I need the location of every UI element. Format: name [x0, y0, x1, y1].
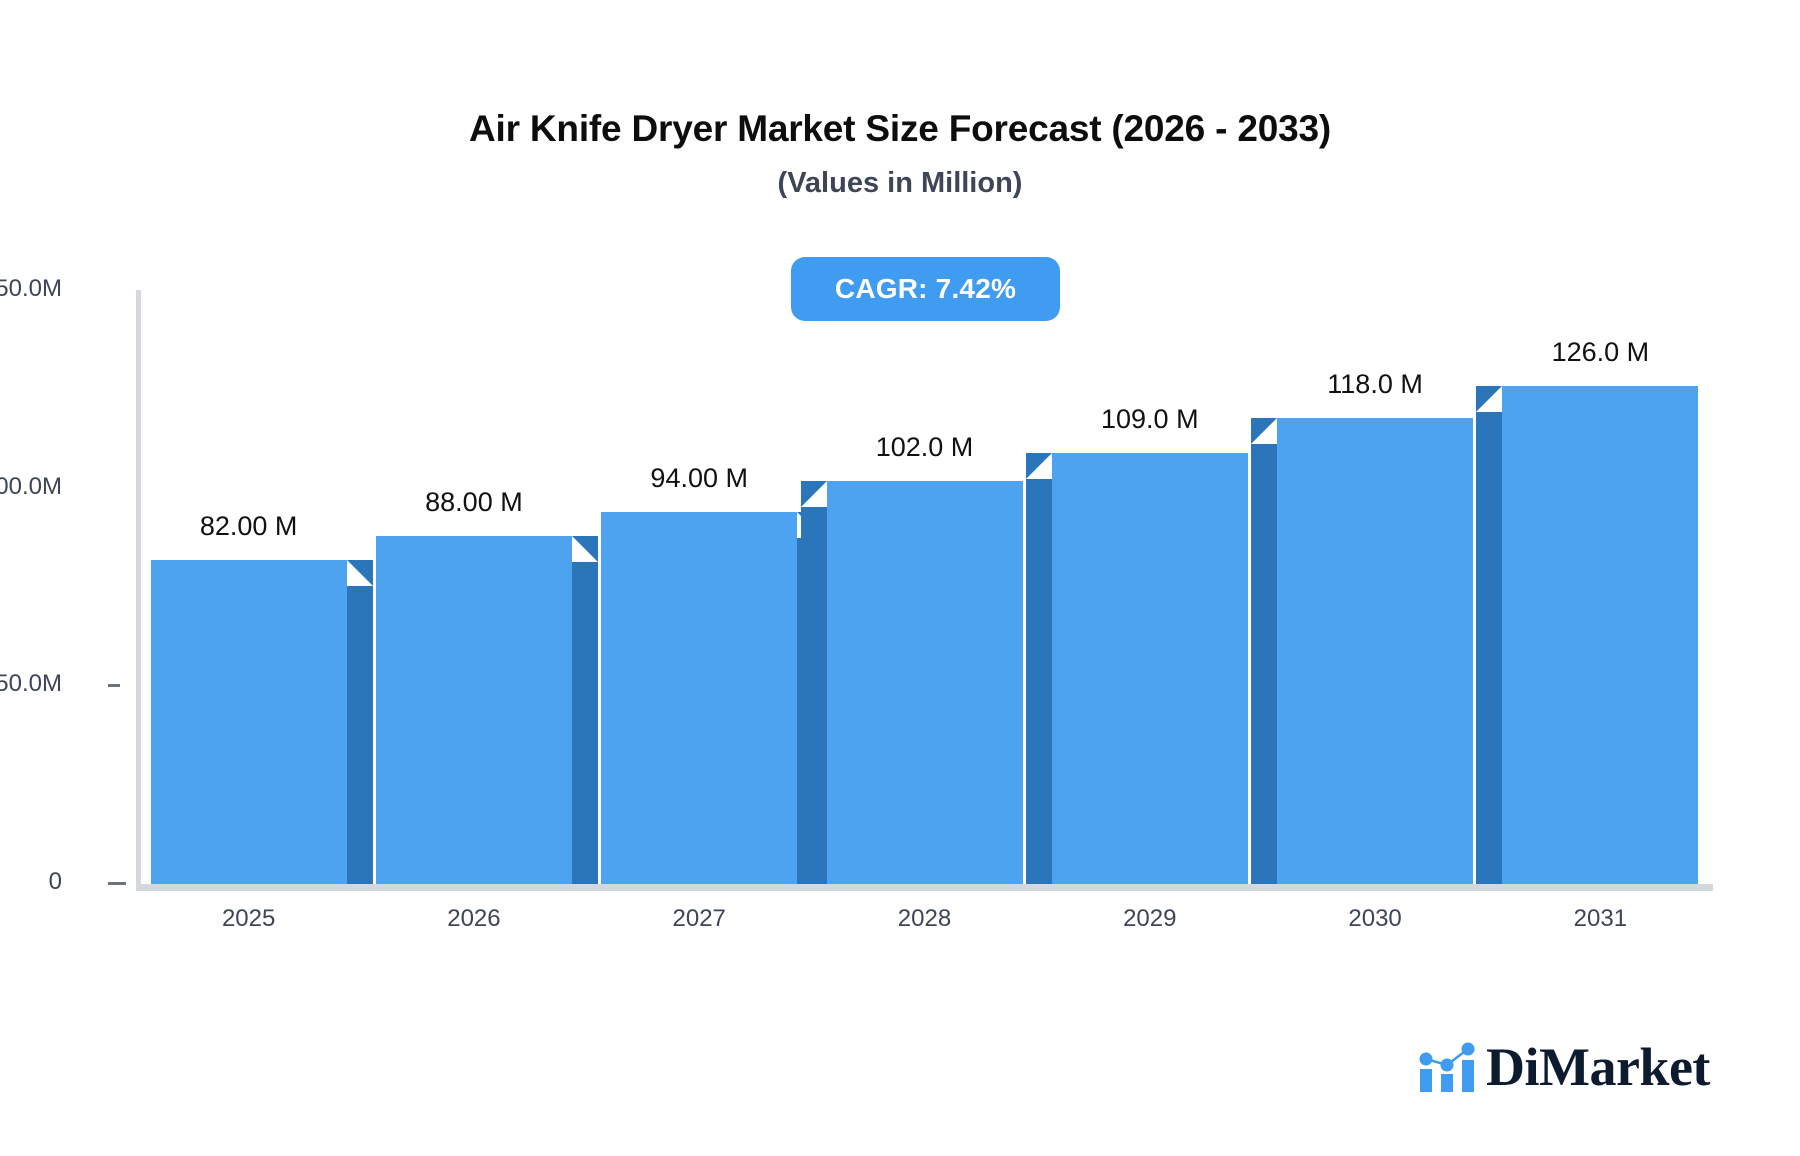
bar-side-face — [346, 585, 373, 884]
y-axis-tick-label: 0 — [48, 868, 62, 895]
bar-value-label: 118.0 M — [1327, 368, 1423, 399]
bar-column[interactable]: 102.0 M — [800, 432, 1023, 884]
y-axis-tick-label: 100.0M — [0, 472, 62, 500]
y-axis-tick-label: 50.0M — [0, 670, 62, 698]
bar-top-cap — [1476, 385, 1503, 412]
x-axis-tick-label: 2027 — [672, 905, 726, 932]
bar-top-cap — [1025, 453, 1052, 480]
x-axis-tick-label: 2025 — [221, 905, 276, 932]
x-axis-line — [136, 884, 1713, 891]
bar-value-label: 88.00 M — [425, 487, 523, 518]
logo-text: DiMarket — [1486, 1037, 1710, 1097]
bar-front-face — [826, 480, 1023, 884]
bar-front-face — [1502, 385, 1699, 884]
bar-front-face — [1277, 417, 1474, 884]
bar-column[interactable]: 82.00 M — [150, 511, 373, 884]
bar-column[interactable]: 94.00 M — [601, 463, 824, 884]
bar-top-cap — [346, 559, 373, 586]
x-axis-tick-label: 2026 — [447, 905, 501, 932]
bar-side-face — [1476, 411, 1503, 884]
chart-subtitle: (Values in Million) — [777, 167, 1023, 199]
bar-front-face — [601, 512, 798, 884]
bar-front-face — [1051, 453, 1248, 884]
bar-value-label: 82.00 M — [199, 510, 298, 541]
x-axis-tick-label: 2030 — [1348, 905, 1402, 932]
cagr-badge: CAGR: 7.42% — [791, 257, 1060, 321]
bar-column[interactable]: 88.00 M — [375, 487, 598, 884]
x-axis-tick-label: 2028 — [897, 905, 952, 932]
bar-top-cap — [800, 480, 827, 507]
bar-column[interactable]: 118.0 M — [1251, 369, 1474, 884]
bar-value-label: 126.0 M — [1551, 336, 1650, 367]
y-axis-line — [136, 290, 141, 887]
y-axis-tick-mark — [108, 684, 120, 688]
y-axis-tick-mark — [108, 882, 126, 885]
bar-side-face — [1025, 479, 1052, 884]
x-axis-tick-label: 2031 — [1573, 905, 1628, 932]
bar-side-face — [1251, 443, 1278, 884]
bar-front-face — [150, 559, 347, 884]
dimarket-logo: DiMarket — [1418, 1040, 1710, 1094]
page-title: Air Knife Dryer Market Size Forecast (20… — [469, 108, 1331, 149]
cagr-badge-label: CAGR: 7.42% — [834, 273, 1017, 304]
bar-value-label: 102.0 M — [875, 431, 974, 462]
bar-column[interactable]: 126.0 M — [1476, 337, 1699, 884]
bar-chart-icon — [1419, 1042, 1475, 1092]
bar-top-cap — [1251, 417, 1278, 444]
x-axis-tick-label: 2029 — [1123, 905, 1177, 932]
bar-side-face — [571, 562, 598, 884]
bar-value-label: 109.0 M — [1101, 404, 1199, 435]
bar-front-face — [375, 536, 572, 884]
bar-top-cap — [571, 536, 598, 563]
bar-side-face — [800, 506, 827, 884]
bar-column[interactable]: 109.0 M — [1025, 404, 1248, 884]
y-axis-tick-label: 150.0M — [0, 275, 62, 302]
bar-value-label: 94.00 M — [650, 463, 748, 494]
